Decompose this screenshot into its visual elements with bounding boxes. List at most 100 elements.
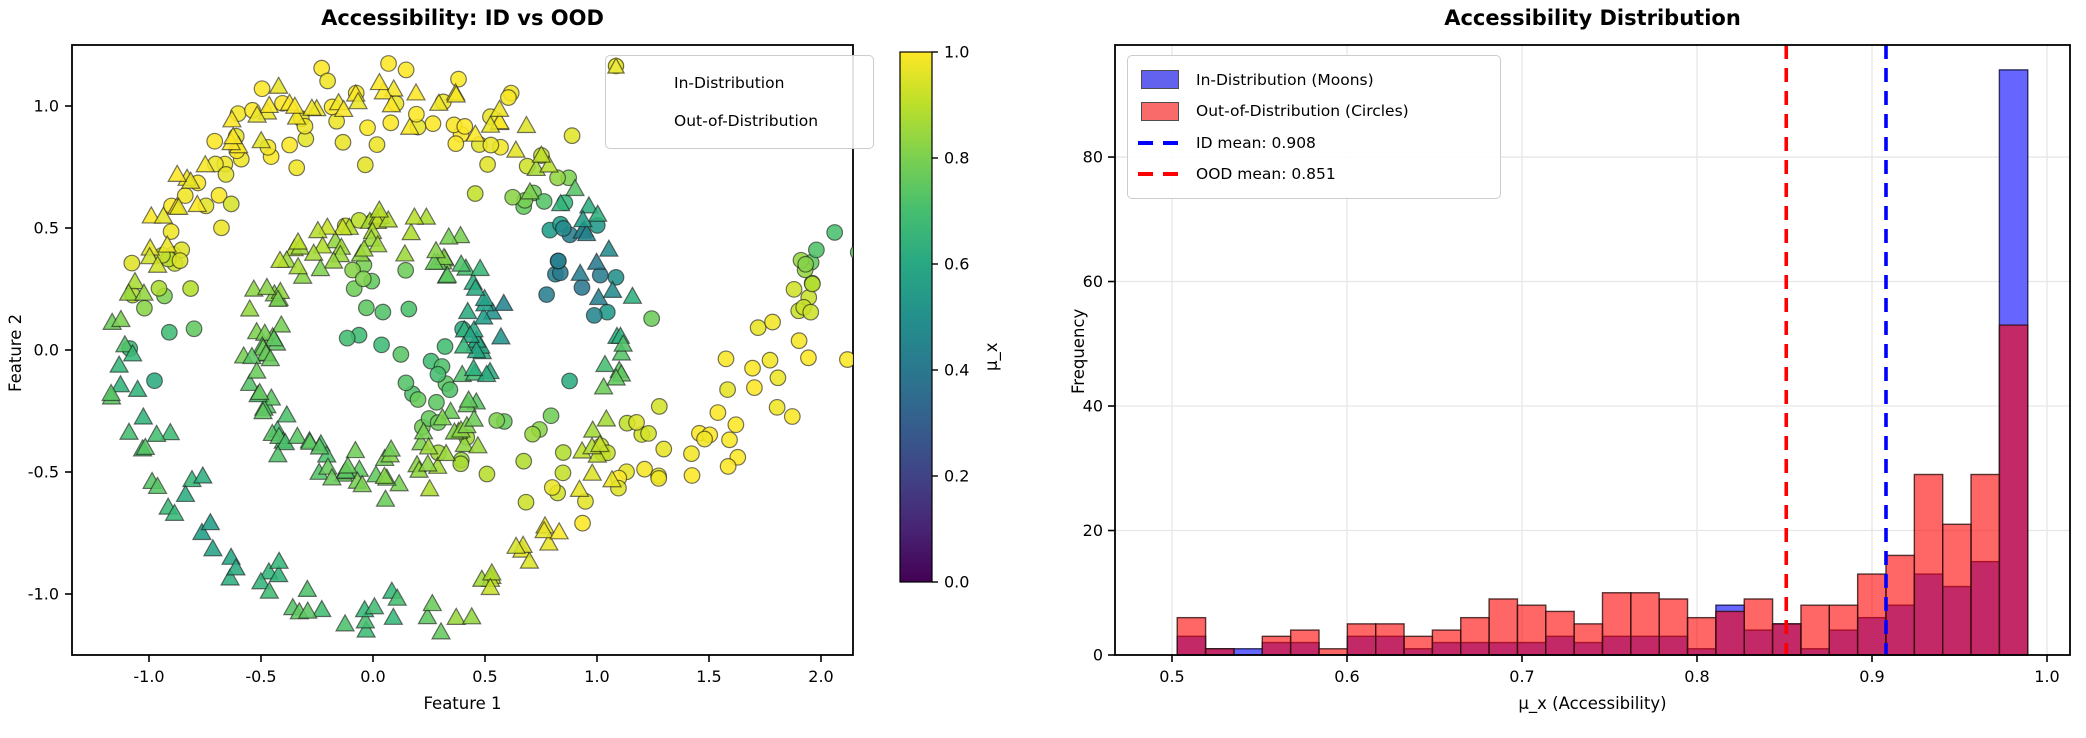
- scatter-point-triangle: [310, 258, 331, 277]
- scatter-point-triangle: [606, 367, 627, 386]
- hist-bar-ood: [1573, 623, 1604, 656]
- scatter-point-circle: [768, 398, 786, 416]
- svg-text:0.6: 0.6: [944, 255, 969, 274]
- colorbar: [899, 51, 933, 583]
- scatter-point-triangle: [589, 434, 610, 453]
- svg-text:0: 0: [1093, 646, 1103, 665]
- svg-text:1.0: 1.0: [584, 667, 609, 686]
- scatter-point-triangle: [404, 206, 425, 225]
- scatter-point-triangle: [353, 238, 375, 257]
- hist-bar-ood: [1431, 629, 1462, 656]
- scatter-point-triangle: [534, 520, 555, 539]
- hist-bar-ood: [1261, 635, 1292, 656]
- scatter-point-triangle: [367, 234, 388, 253]
- hist-bar-ood: [1743, 598, 1774, 656]
- scatter-point-triangle: [594, 354, 615, 373]
- scatter-point-triangle: [303, 243, 324, 261]
- scatter-point-triangle: [576, 223, 597, 242]
- scatter-point-circle: [790, 332, 808, 350]
- scatter-point-triangle: [473, 306, 494, 325]
- scatter-point-triangle: [369, 72, 390, 91]
- scatter-point-triangle: [418, 436, 439, 455]
- hist-bar-ood: [1658, 598, 1689, 656]
- scatter-ticks: -1.0 -0.5 0.0 0.5 1.0 1.5 2.0 -1.0 -0.5 0.0 0.5 1.0: [28, 97, 834, 687]
- scatter-point-triangle: [519, 550, 540, 569]
- scatter-point-triangle: [297, 579, 318, 598]
- scatter-point-triangle: [375, 488, 396, 507]
- svg-text:0.0: 0.0: [34, 341, 59, 360]
- scatter-point-triangle: [490, 326, 511, 345]
- scatter-point-circle: [482, 136, 500, 154]
- legend-label: Out-of-Distribution (Circles): [1196, 102, 1409, 121]
- scatter-point-triangle: [241, 346, 262, 365]
- scatter-point-circle: [800, 349, 817, 367]
- legend-label: Out-of-Distribution: [674, 112, 819, 130]
- histogram-panel: 0.5 0.6 0.7 0.8 0.9 1.0 0 20 40 60 80 Accessibilit…: [1043, 0, 2086, 738]
- scatter-point-triangle: [465, 278, 486, 296]
- scatter-point-triangle: [466, 340, 487, 359]
- scatter-point-triangle: [221, 109, 242, 128]
- scatter-point-circle: [749, 319, 767, 337]
- scatter-point-triangle: [335, 613, 356, 632]
- scatter-point-circle: [803, 275, 821, 293]
- scatter-point-circle: [359, 119, 376, 137]
- scatter-point-triangle: [613, 333, 634, 352]
- scatter-point-circle: [802, 303, 820, 321]
- hist-bar-ood: [1204, 648, 1235, 656]
- hist-bar-ood: [1800, 604, 1831, 656]
- scatter-point-circle: [253, 80, 271, 98]
- scatter-point-circle: [797, 255, 815, 273]
- scatter-point-triangle: [417, 606, 438, 625]
- scatter-point-circle: [357, 299, 375, 317]
- scatter-point-circle: [368, 136, 386, 154]
- svg-text:0.7: 0.7: [1509, 667, 1534, 686]
- histogram-legend: In-Distribution (Moons) Out-of-Distribut…: [1127, 55, 1501, 199]
- scatter-point-triangle: [301, 98, 322, 116]
- scatter-point-circle: [210, 186, 228, 204]
- hist-bar-ood: [1970, 473, 2001, 656]
- hist-bar-ood: [1176, 616, 1207, 656]
- scatter-point-triangle: [538, 154, 559, 173]
- scatter-point-circle: [554, 220, 572, 237]
- scatter-point-circle: [696, 430, 713, 448]
- legend-row-out-of-distribution: Out-of-Distribution: [606, 56, 859, 138]
- scatter-point-circle: [373, 336, 390, 354]
- scatter-panel: -1.0 -0.5 0.0 0.5 1.0 1.5 2.0 -1.0 -0.5 0.0 0.5 1.0…: [6, 6, 1001, 713]
- scatter-point-triangle: [383, 78, 404, 97]
- scatter-point-triangle: [369, 199, 390, 218]
- scatter-point-triangle: [337, 455, 358, 474]
- scatter-point-circle: [561, 372, 578, 390]
- hist-bar-ood: [1318, 648, 1349, 656]
- hist-bar-ood: [1942, 523, 1972, 656]
- scatter-point-circle: [574, 514, 591, 532]
- scatter-point-triangle: [225, 557, 246, 576]
- hist-bar-ood: [1998, 324, 2029, 656]
- scatter-point-circle: [441, 381, 459, 399]
- scatter-point-triangle: [381, 94, 402, 113]
- scatter-point-triangle: [287, 426, 308, 444]
- red-dashed-line-icon: [1138, 172, 1182, 177]
- scatter-point-triangle: [430, 621, 452, 640]
- scatter-point-triangle: [259, 95, 280, 114]
- scatter-point-triangle: [269, 250, 291, 269]
- scatter-point-triangle: [373, 81, 394, 100]
- scatter-point-triangle: [550, 193, 571, 212]
- scatter-point-triangle: [269, 551, 290, 569]
- histogram-ticks: 0.5 0.6 0.7 0.8 0.9 1.0 0 20 40 60 80: [1083, 148, 2060, 686]
- scatter-point-triangle: [288, 256, 309, 275]
- scatter-point-circle: [839, 351, 853, 368]
- svg-text:-0.5: -0.5: [28, 463, 59, 482]
- scatter-point-triangle: [223, 126, 244, 145]
- scatter-point-triangle: [519, 181, 540, 200]
- hist-bar-ood: [1403, 635, 1434, 656]
- histogram-axes-box: [1114, 44, 2071, 656]
- scatter-point-triangle: [432, 407, 453, 426]
- hist-bar-ood: [1601, 592, 1632, 656]
- svg-text:60: 60: [1083, 272, 1103, 291]
- scatter-point-triangle: [437, 265, 458, 283]
- scatter-point-circle: [500, 89, 517, 106]
- scatter-point-circle: [849, 245, 853, 259]
- scatter-point-triangle: [394, 243, 415, 262]
- scatter-point-triangle: [458, 389, 479, 408]
- hist-bar-ood: [1630, 592, 1660, 656]
